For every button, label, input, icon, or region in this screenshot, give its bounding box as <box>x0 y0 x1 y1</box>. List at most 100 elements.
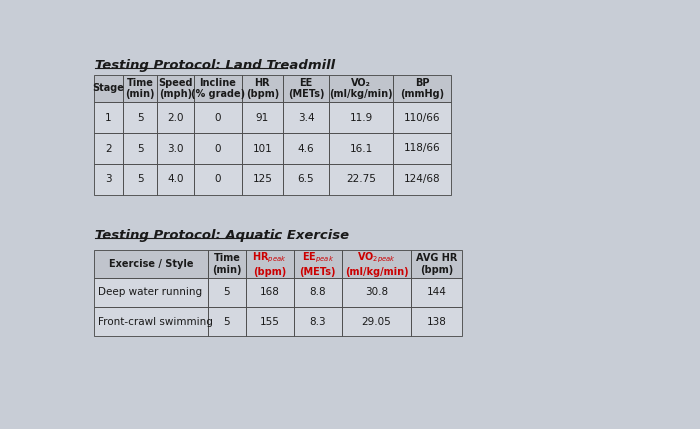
Bar <box>158 102 194 133</box>
Text: 30.8: 30.8 <box>365 287 388 297</box>
Text: 3.4: 3.4 <box>298 113 314 123</box>
Bar <box>412 307 462 336</box>
Bar <box>194 133 241 164</box>
Text: 5: 5 <box>224 317 230 327</box>
Text: 3.0: 3.0 <box>167 143 183 154</box>
Bar <box>94 250 209 278</box>
Text: 2: 2 <box>105 143 112 154</box>
Bar <box>158 133 194 164</box>
Text: 6.5: 6.5 <box>298 174 314 184</box>
Bar <box>393 75 451 102</box>
Bar <box>194 164 241 195</box>
Bar <box>209 307 246 336</box>
Text: 2.0: 2.0 <box>167 113 183 123</box>
Text: Incline
(% grade): Incline (% grade) <box>190 78 245 99</box>
Bar <box>294 278 342 307</box>
Bar <box>412 250 462 278</box>
Bar <box>283 164 329 195</box>
Bar <box>94 164 123 195</box>
Bar <box>393 133 451 164</box>
Bar <box>194 102 241 133</box>
Text: 168: 168 <box>260 287 279 297</box>
Text: 5: 5 <box>137 143 144 154</box>
Text: 144: 144 <box>427 287 447 297</box>
Bar <box>294 307 342 336</box>
Text: 91: 91 <box>256 113 269 123</box>
Bar <box>246 250 294 278</box>
Bar <box>283 133 329 164</box>
Text: Testing Protocol: Land Treadmill: Testing Protocol: Land Treadmill <box>95 59 335 72</box>
Text: Speed
(mph): Speed (mph) <box>158 78 193 99</box>
Text: 5: 5 <box>224 287 230 297</box>
Text: 0: 0 <box>214 174 221 184</box>
Text: 8.3: 8.3 <box>309 317 326 327</box>
Text: 155: 155 <box>260 317 279 327</box>
Bar <box>342 278 412 307</box>
Bar <box>123 133 158 164</box>
Text: HR
(bpm): HR (bpm) <box>246 78 279 99</box>
Text: Deep water running: Deep water running <box>98 287 202 297</box>
Text: 118/66: 118/66 <box>404 143 440 154</box>
Text: 4.0: 4.0 <box>167 174 183 184</box>
Text: 110/66: 110/66 <box>404 113 440 123</box>
Bar <box>246 278 294 307</box>
Bar <box>209 250 246 278</box>
Text: Stage: Stage <box>92 83 125 94</box>
Bar <box>283 102 329 133</box>
Bar <box>94 102 123 133</box>
Text: Exercise / Style: Exercise / Style <box>108 259 193 269</box>
Text: Testing Protocol: Aquatic Exercise: Testing Protocol: Aquatic Exercise <box>95 229 349 242</box>
Bar <box>94 75 123 102</box>
Text: HR$_{peak}$
(bpm): HR$_{peak}$ (bpm) <box>252 251 287 277</box>
Text: Time
(min): Time (min) <box>212 253 241 275</box>
Bar <box>283 75 329 102</box>
Text: VO$_{2peak}$
(ml/kg/min): VO$_{2peak}$ (ml/kg/min) <box>345 251 408 277</box>
Text: EE
(METs): EE (METs) <box>288 78 324 99</box>
Text: 29.05: 29.05 <box>362 317 391 327</box>
Text: 138: 138 <box>427 317 447 327</box>
Bar <box>241 102 283 133</box>
Bar <box>246 307 294 336</box>
Bar <box>209 278 246 307</box>
Bar <box>158 75 194 102</box>
Bar <box>94 307 209 336</box>
Bar <box>123 102 158 133</box>
Bar <box>241 164 283 195</box>
Bar <box>393 164 451 195</box>
Text: 16.1: 16.1 <box>349 143 372 154</box>
Text: 3: 3 <box>105 174 112 184</box>
Text: Front-crawl swimming: Front-crawl swimming <box>98 317 214 327</box>
Bar <box>241 75 283 102</box>
Text: 0: 0 <box>214 113 221 123</box>
Text: 11.9: 11.9 <box>349 113 372 123</box>
Bar <box>123 164 158 195</box>
Bar <box>241 133 283 164</box>
Bar <box>194 75 241 102</box>
Bar <box>329 102 393 133</box>
Bar <box>123 75 158 102</box>
Text: 124/68: 124/68 <box>404 174 440 184</box>
Text: 8.8: 8.8 <box>309 287 326 297</box>
Bar <box>329 133 393 164</box>
Text: 22.75: 22.75 <box>346 174 376 184</box>
Bar <box>342 307 412 336</box>
Bar <box>393 102 451 133</box>
Text: 125: 125 <box>252 174 272 184</box>
Text: 5: 5 <box>137 113 144 123</box>
Text: Time
(min): Time (min) <box>125 78 155 99</box>
Text: EE$_{peak}$
(METs): EE$_{peak}$ (METs) <box>300 251 336 277</box>
Bar <box>329 164 393 195</box>
Bar <box>158 164 194 195</box>
Text: AVG HR
(bpm): AVG HR (bpm) <box>416 253 457 275</box>
Bar <box>329 75 393 102</box>
Text: 4.6: 4.6 <box>298 143 314 154</box>
Bar <box>342 250 412 278</box>
Text: VO₂
(ml/kg/min): VO₂ (ml/kg/min) <box>329 78 393 99</box>
Text: 101: 101 <box>253 143 272 154</box>
Bar <box>94 278 209 307</box>
Text: BP
(mmHg): BP (mmHg) <box>400 78 444 99</box>
Bar <box>294 250 342 278</box>
Text: 1: 1 <box>105 113 112 123</box>
Bar <box>94 133 123 164</box>
Bar <box>412 278 462 307</box>
